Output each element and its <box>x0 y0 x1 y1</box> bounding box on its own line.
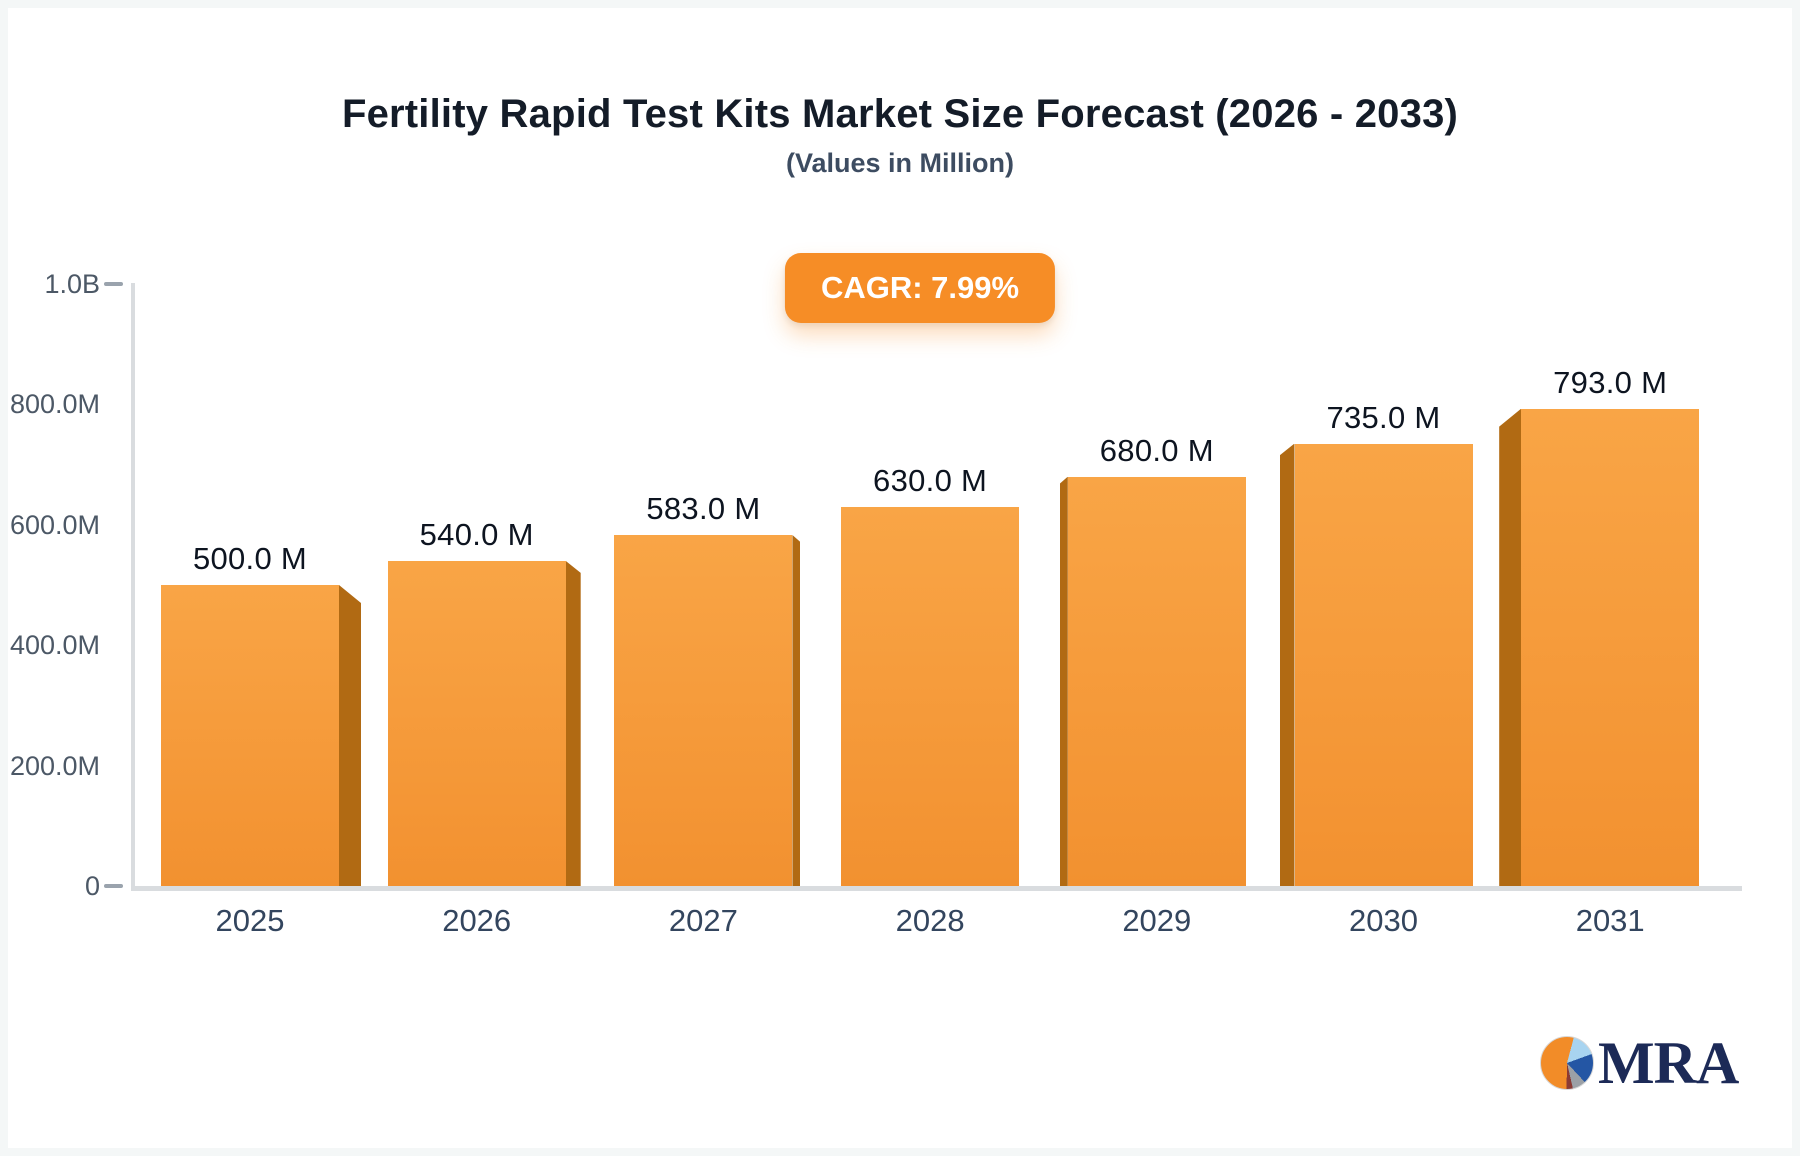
chart-title: Fertility Rapid Test Kits Market Size Fo… <box>341 92 1459 136</box>
x-axis-label: 2030 <box>1349 903 1418 938</box>
bar-side-face <box>1499 408 1522 886</box>
bar-side-face <box>792 535 801 886</box>
bar-side-face <box>1059 476 1068 886</box>
bar-face <box>1521 408 1700 886</box>
bar-side-face <box>1279 443 1295 886</box>
y-axis-line <box>131 283 135 891</box>
bar-face <box>1067 476 1246 886</box>
y-axis-tick-mark <box>104 282 123 286</box>
bar-face <box>841 506 1020 886</box>
bar-2029[interactable] <box>1059 476 1246 886</box>
bar-2025[interactable] <box>161 585 361 886</box>
bar-2028[interactable] <box>841 506 1020 886</box>
chart-subtitle: (Values in Million) <box>785 148 1015 178</box>
x-axis-label: 2028 <box>895 903 965 938</box>
bar-2027[interactable] <box>614 535 801 886</box>
y-axis-tick-label: 0 <box>84 871 100 901</box>
x-axis-label: 2031 <box>1575 903 1645 938</box>
x-axis-line <box>131 886 1742 891</box>
bar-value-label: 630.0 M <box>873 462 988 498</box>
x-axis-label: 2025 <box>215 903 285 938</box>
brand-logo[interactable]: MRA <box>1540 1030 1739 1096</box>
bar-side-face <box>339 585 361 886</box>
bar-value-label: 793.0 M <box>1553 364 1668 400</box>
y-axis-tick-label: 600.0M <box>9 509 100 540</box>
cagr-badge: CAGR: 7.99% <box>784 253 1056 323</box>
bar-2026[interactable] <box>387 560 581 886</box>
y-axis-tick-label: 1.0B <box>44 269 100 299</box>
y-axis-tick-label: 200.0M <box>9 750 100 781</box>
bar-value-label: 500.0 M <box>192 541 308 576</box>
bar-face <box>614 535 793 886</box>
bar-side-face <box>565 560 581 886</box>
bar-value-label: 680.0 M <box>1099 432 1214 468</box>
bar-value-label: 540.0 M <box>419 516 534 552</box>
bar-2030[interactable] <box>1279 443 1473 886</box>
x-axis-label: 2029 <box>1122 903 1192 938</box>
bar-2031[interactable] <box>1499 408 1700 886</box>
x-axis-label: 2027 <box>668 903 738 938</box>
bar-face <box>387 560 566 886</box>
y-axis-tick-label: 400.0M <box>9 630 100 661</box>
bar-value-label: 735.0 M <box>1326 399 1441 435</box>
bar-value-label: 583.0 M <box>646 491 761 527</box>
bar-face <box>161 585 339 886</box>
mra-pie-logo-icon <box>1540 1036 1594 1090</box>
y-axis-tick-label: 800.0M <box>9 389 100 420</box>
bar-face <box>1294 443 1473 886</box>
brand-logo-text: MRA <box>1598 1030 1739 1096</box>
y-axis-tick-mark <box>104 884 123 888</box>
x-axis-label: 2026 <box>442 903 512 938</box>
